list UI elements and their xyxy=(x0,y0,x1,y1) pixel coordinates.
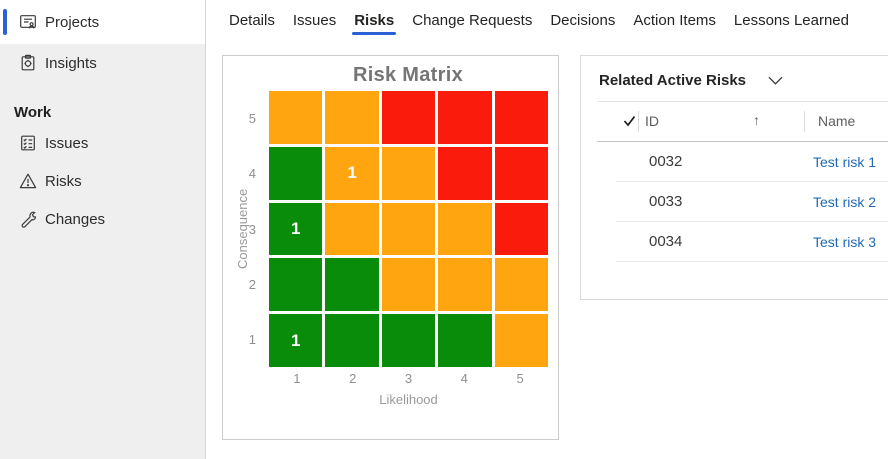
sidebar: Projects Insights Work Issues Risks Changes xyxy=(0,0,206,459)
risk-table-row[interactable]: 0033 Test risk 2 xyxy=(581,182,888,222)
risk-table-row[interactable]: 0034 Test risk 3 xyxy=(581,222,888,262)
issues-icon xyxy=(19,134,37,152)
sidebar-item-label: Risks xyxy=(45,172,82,190)
changes-icon xyxy=(19,210,37,228)
y-tick: 3 xyxy=(248,221,256,237)
x-tick: 5 xyxy=(516,371,524,386)
projects-icon xyxy=(19,13,37,31)
matrix-cell-L1-C5[interactable] xyxy=(269,91,323,144)
risk-id-cell: 0032 xyxy=(649,153,683,170)
matrix-cell-L4-C3[interactable] xyxy=(438,202,492,256)
y-axis-ticks: 5 4 3 2 1 xyxy=(223,91,263,367)
tab-change-requests[interactable]: Change Requests xyxy=(412,11,533,29)
tab-risks[interactable]: Risks xyxy=(345,0,403,40)
matrix-cell-L3-C3[interactable] xyxy=(381,202,436,256)
y-tick: 1 xyxy=(248,331,256,347)
risk-name-link[interactable]: Test risk 1 xyxy=(813,154,877,170)
tab-lessons-learned[interactable]: Lessons Learned xyxy=(733,11,849,29)
matrix-cell-L2-C1[interactable] xyxy=(325,314,379,367)
x-tick: 1 xyxy=(293,371,301,386)
y-tick: 4 xyxy=(248,166,256,182)
matrix-cell-L5-C5[interactable] xyxy=(494,91,548,144)
sidebar-item-label: Insights xyxy=(45,54,97,72)
column-header-id[interactable]: ID xyxy=(645,113,659,129)
risk-table-row[interactable]: 0032 Test risk 1 xyxy=(581,142,888,182)
sidebar-item-label: Issues xyxy=(45,134,89,152)
risk-id-cell: 0033 xyxy=(649,193,683,210)
column-separator xyxy=(804,111,805,132)
matrix-cell-L1-C2[interactable] xyxy=(269,258,323,312)
insights-icon xyxy=(19,54,37,72)
divider xyxy=(597,101,888,102)
matrix-cell-L4-C2[interactable] xyxy=(438,258,492,312)
matrix-cell-L1-C4[interactable] xyxy=(269,146,323,200)
sidebar-work-group: Issues Risks Changes xyxy=(0,124,205,238)
tab-bar: Details Issues Risks Change Requests Decisio… xyxy=(207,0,888,40)
x-axis-label: Likelihood xyxy=(379,392,438,407)
related-risks-card: Related Active Risks ID ↑ Name 0032 Test … xyxy=(580,55,888,300)
chart-title: Risk Matrix xyxy=(352,64,463,86)
matrix-cell-L3-C4[interactable] xyxy=(381,146,436,200)
sidebar-section-work: Work xyxy=(14,103,52,121)
sidebar-item-label: Projects xyxy=(45,13,100,31)
tab-issues[interactable]: Issues xyxy=(292,11,337,29)
risks-icon xyxy=(19,172,37,190)
matrix-cell-L2-C4[interactable]: 1 xyxy=(325,146,379,200)
risk-id-cell: 0034 xyxy=(649,233,683,250)
matrix-cell-L4-C1[interactable] xyxy=(438,314,492,367)
matrix-cell-L5-C4[interactable] xyxy=(494,146,548,200)
tab-decisions[interactable]: Decisions xyxy=(550,11,616,29)
matrix-cell-L5-C3[interactable] xyxy=(494,202,548,256)
chevron-down-icon[interactable] xyxy=(768,76,783,85)
x-tick: 3 xyxy=(404,371,413,386)
x-tick: 2 xyxy=(349,371,357,386)
sort-ascending-icon[interactable]: ↑ xyxy=(753,112,760,128)
sidebar-item-insights[interactable]: Insights xyxy=(0,44,205,82)
column-separator xyxy=(638,111,639,132)
sidebar-main-group: Projects Insights xyxy=(0,0,205,82)
sidebar-item-issues[interactable]: Issues xyxy=(0,124,205,162)
sidebar-item-projects[interactable]: Projects xyxy=(0,0,205,44)
y-tick: 5 xyxy=(248,111,256,127)
header-divider xyxy=(597,141,888,142)
tab-action-items[interactable]: Action Items xyxy=(633,11,716,29)
matrix-cell-L2-C5[interactable] xyxy=(325,91,379,144)
column-header-name[interactable]: Name xyxy=(818,113,856,129)
table-header-row: ID ↑ Name xyxy=(581,102,888,141)
risk-table-body: 0032 Test risk 1 0033 Test risk 2 0034 Test r… xyxy=(581,142,888,262)
matrix-cell-L5-C2[interactable] xyxy=(494,258,548,312)
matrix-cell-L3-C2[interactable] xyxy=(381,258,436,312)
matrix-cell-L4-C5[interactable] xyxy=(438,91,492,144)
matrix-cell-L2-C3[interactable] xyxy=(325,202,379,256)
matrix-cell-L2-C2[interactable] xyxy=(325,258,379,312)
matrix-cell-L3-C5[interactable] xyxy=(381,91,436,144)
matrix-cell-L1-C3[interactable]: 1 xyxy=(269,202,323,256)
x-tick: 4 xyxy=(460,371,468,386)
matrix-cell-L3-C1[interactable] xyxy=(381,314,436,367)
sidebar-item-label: Changes xyxy=(45,210,106,228)
tab-details[interactable]: Details xyxy=(229,11,275,29)
risk-name-link[interactable]: Test risk 3 xyxy=(813,234,877,250)
sidebar-item-changes[interactable]: Changes xyxy=(0,200,205,238)
matrix-cell-L1-C1[interactable]: 1 xyxy=(269,314,323,367)
risk-name-link[interactable]: Test risk 2 xyxy=(813,194,877,210)
related-risks-title: Related Active Risks xyxy=(599,72,747,89)
related-risks-header: Related Active Risks xyxy=(599,72,783,89)
checkmark-icon[interactable] xyxy=(623,115,636,127)
matrix-cell-L5-C1[interactable] xyxy=(494,314,548,367)
y-tick: 2 xyxy=(248,276,256,292)
sidebar-item-risks[interactable]: Risks xyxy=(0,162,205,200)
matrix-cell-L4-C4[interactable] xyxy=(438,146,492,200)
x-axis-ticks: 1 2 3 4 5 xyxy=(269,371,548,386)
